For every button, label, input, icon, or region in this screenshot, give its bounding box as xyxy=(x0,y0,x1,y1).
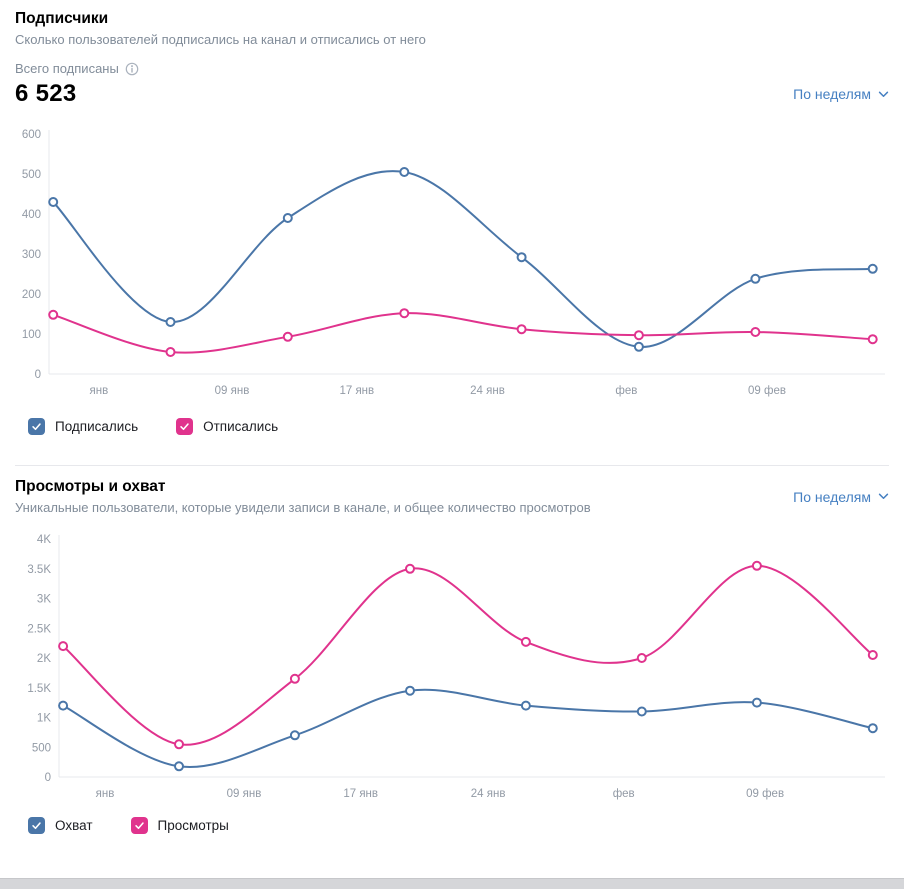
checkbox-checked-icon xyxy=(130,817,148,834)
svg-text:0: 0 xyxy=(45,772,51,784)
horizontal-scrollbar-track[interactable] xyxy=(0,878,904,889)
legend-item-subscribed[interactable]: Подписались xyxy=(28,418,138,435)
legend-label-views: Просмотры xyxy=(157,818,229,833)
svg-text:09 фев: 09 фев xyxy=(748,385,786,397)
subscribers-title: Подписчики xyxy=(15,10,109,27)
subscribers-subtitle: Сколько пользователей подписались на кан… xyxy=(15,32,426,47)
views-reach-legend: Охват Просмотры xyxy=(28,817,889,834)
svg-text:2.5K: 2.5K xyxy=(27,623,51,635)
info-icon[interactable] xyxy=(125,62,139,76)
svg-text:1K: 1K xyxy=(37,713,51,725)
svg-text:400: 400 xyxy=(22,209,41,221)
views-reach-section: Просмотры и охват Уникальные пользовател… xyxy=(15,466,889,834)
views-reach-title: Просмотры и охват xyxy=(15,478,166,495)
total-subscribed-row: Всего подписаны xyxy=(15,61,889,76)
svg-text:2K: 2K xyxy=(37,653,51,665)
svg-text:500: 500 xyxy=(22,169,41,181)
svg-text:600: 600 xyxy=(22,129,41,141)
svg-text:24 янв: 24 янв xyxy=(470,385,505,397)
total-subscribed-label: Всего подписаны xyxy=(15,61,119,76)
total-subscribed-value: 6 523 xyxy=(15,80,77,107)
svg-text:4K: 4K xyxy=(37,534,51,546)
legend-label-reach: Охват xyxy=(55,818,93,833)
chevron-down-icon xyxy=(878,91,889,97)
total-value-row: 6 523 По неделям xyxy=(15,80,889,108)
svg-text:17 янв: 17 янв xyxy=(343,788,378,800)
views-reach-line-chart[interactable]: 0 500 1K 1.5K 2K 2.5K 3K 3.5K 4K янв 09 янв 17 янв 2… xyxy=(15,529,889,801)
svg-text:янв: янв xyxy=(96,788,115,800)
svg-text:3K: 3K xyxy=(37,594,51,606)
views-reach-subtitle: Уникальные пользователи, которые увидели… xyxy=(15,500,591,515)
checkbox-checked-icon xyxy=(28,418,45,435)
svg-text:17 янв: 17 янв xyxy=(339,385,374,397)
legend-label-subscribed: Подписались xyxy=(55,419,139,434)
subscribers-legend: Подписались Отписались xyxy=(28,418,889,435)
svg-text:3.5K: 3.5K xyxy=(27,564,51,576)
checkbox-checked-icon xyxy=(28,817,45,834)
svg-text:500: 500 xyxy=(32,742,51,754)
svg-text:0: 0 xyxy=(35,369,41,381)
statistics-page: Подписчики Сколько пользователей подписа… xyxy=(15,10,889,834)
svg-text:100: 100 xyxy=(22,329,41,341)
svg-text:1.5K: 1.5K xyxy=(27,683,51,695)
svg-text:янв: янв xyxy=(90,385,109,397)
views-reach-heading: Просмотры и охват Уникальные пользовател… xyxy=(15,478,591,515)
views-reach-period-label: По неделям xyxy=(793,488,871,505)
svg-text:фев: фев xyxy=(615,385,637,397)
subscribers-line-chart[interactable]: 0 100 200 300 400 500 600 янв 09 янв 17 янв 24 янв… xyxy=(15,122,889,402)
svg-text:200: 200 xyxy=(22,289,41,301)
svg-text:09 фев: 09 фев xyxy=(746,788,784,800)
svg-text:24 янв: 24 янв xyxy=(471,788,506,800)
checkbox-checked-icon xyxy=(176,418,194,435)
chevron-down-icon xyxy=(878,493,889,499)
subscribers-period-dropdown[interactable]: По неделям xyxy=(793,86,889,102)
legend-label-unsubscribed: Отписались xyxy=(203,419,279,434)
legend-item-reach[interactable]: Охват xyxy=(28,817,93,834)
subscribers-section: Подписчики Сколько пользователей подписа… xyxy=(15,10,889,435)
section-divider xyxy=(15,465,889,466)
svg-text:фев: фев xyxy=(613,788,635,800)
svg-text:09 янв: 09 янв xyxy=(227,788,262,800)
views-reach-period-dropdown[interactable]: По неделям xyxy=(793,489,889,505)
legend-item-unsubscribed[interactable]: Отписались xyxy=(176,418,278,435)
views-reach-header: Просмотры и охват Уникальные пользовател… xyxy=(15,478,889,515)
legend-item-views[interactable]: Просмотры xyxy=(130,817,229,834)
svg-text:300: 300 xyxy=(22,249,41,261)
svg-text:09 янв: 09 янв xyxy=(215,385,250,397)
subscribers-period-label: По неделям xyxy=(793,86,871,102)
